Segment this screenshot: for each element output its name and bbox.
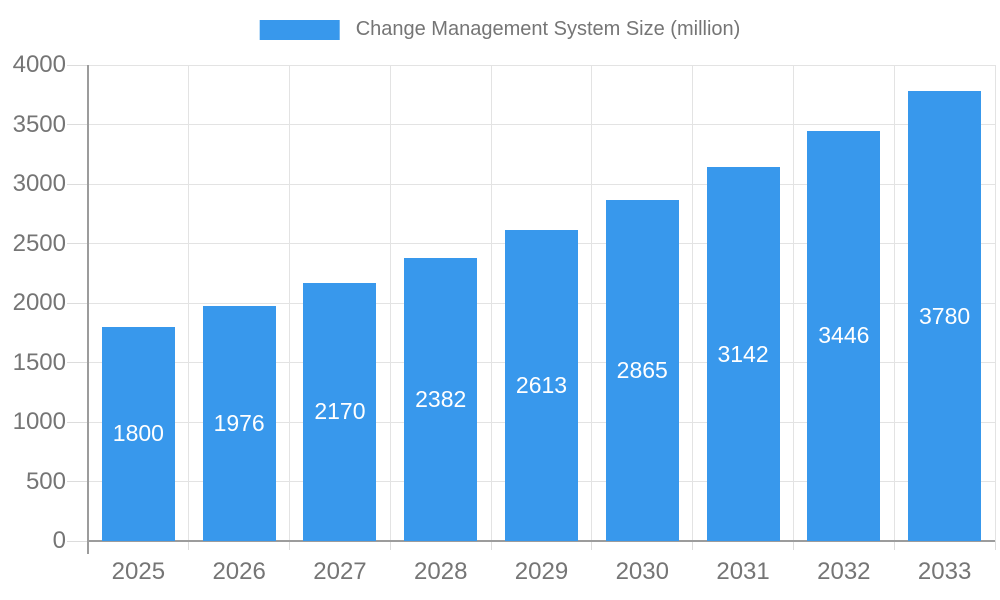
x-tick: [188, 541, 190, 550]
x-axis-label: 2033: [917, 558, 972, 585]
bar-value-label: 2170: [314, 398, 366, 425]
y-axis-label: 500: [25, 467, 66, 495]
y-tick: [67, 183, 88, 185]
y-axis-label: 1000: [12, 408, 66, 435]
y-axis-label: 1500: [12, 348, 66, 376]
y-axis-label: 3000: [12, 170, 66, 197]
y-tick: [67, 540, 88, 542]
y-axis-label: 2500: [12, 229, 66, 257]
x-axis-label: 2026: [212, 558, 266, 585]
bar-value-label: 3780: [919, 302, 971, 329]
bar[interactable]: 2382: [404, 257, 478, 541]
legend-label: Change Management System Size (million): [355, 18, 741, 40]
x-axis-label: 2027: [313, 558, 367, 585]
y-tick: [67, 421, 88, 423]
bar[interactable]: 1976: [202, 305, 276, 541]
x-tick: [389, 541, 391, 550]
x-axis-label: 2029: [514, 558, 569, 585]
gridline-horizontal: [88, 124, 995, 125]
y-tick: [67, 362, 88, 363]
x-axis-label: 2028: [414, 558, 468, 585]
x-axis-label: 2032: [817, 558, 871, 585]
y-axis-label: 0: [52, 527, 66, 554]
legend[interactable]: Change Management System Size (million): [259, 18, 741, 41]
y-tick: [67, 124, 88, 125]
bar-value-label: 3446: [818, 322, 870, 349]
y-axis-line: [87, 65, 89, 554]
y-axis-label: 2000: [12, 289, 66, 316]
x-tick: [87, 541, 89, 550]
y-tick: [67, 481, 88, 482]
bar[interactable]: 2170: [303, 282, 377, 541]
gridline-vertical: [893, 65, 895, 541]
legend-swatch: [259, 19, 340, 40]
y-axis-label: 3500: [12, 110, 66, 138]
x-axis-label: 2030: [615, 558, 669, 585]
gridline-vertical: [490, 65, 492, 541]
x-tick: [893, 541, 895, 550]
bar[interactable]: 3446: [807, 130, 881, 541]
gridline-vertical: [389, 65, 391, 541]
bar-value-label: 2382: [415, 385, 467, 412]
bar[interactable]: 1800: [101, 326, 175, 541]
y-tick: [67, 302, 88, 304]
x-tick: [692, 541, 694, 550]
gridline-vertical: [591, 65, 593, 541]
y-tick: [67, 64, 88, 66]
x-tick: [289, 541, 291, 550]
x-tick: [792, 541, 794, 550]
x-tick: [591, 541, 593, 550]
x-tick: [994, 541, 996, 550]
bar-value-label: 3142: [717, 340, 769, 367]
gridline-vertical: [188, 65, 190, 541]
x-tick: [490, 541, 492, 550]
bar-value-label: 1800: [112, 420, 164, 447]
x-axis-label: 2025: [111, 558, 166, 585]
y-axis-label: 4000: [12, 51, 66, 78]
gridline-vertical: [994, 65, 996, 541]
y-tick: [67, 243, 88, 244]
bar[interactable]: 3142: [706, 167, 780, 541]
bar[interactable]: 3780: [908, 91, 982, 541]
bar[interactable]: 2865: [605, 200, 679, 541]
bar-value-label: 1976: [213, 409, 265, 436]
gridline-vertical: [289, 65, 291, 541]
gridline-vertical: [692, 65, 694, 541]
bar-value-label: 2865: [616, 357, 668, 384]
x-axis-label: 2031: [716, 558, 770, 585]
gridline-vertical: [792, 65, 794, 541]
bar[interactable]: 2613: [505, 230, 578, 541]
gridline-horizontal: [88, 64, 995, 66]
bar-value-label: 2613: [515, 372, 568, 399]
